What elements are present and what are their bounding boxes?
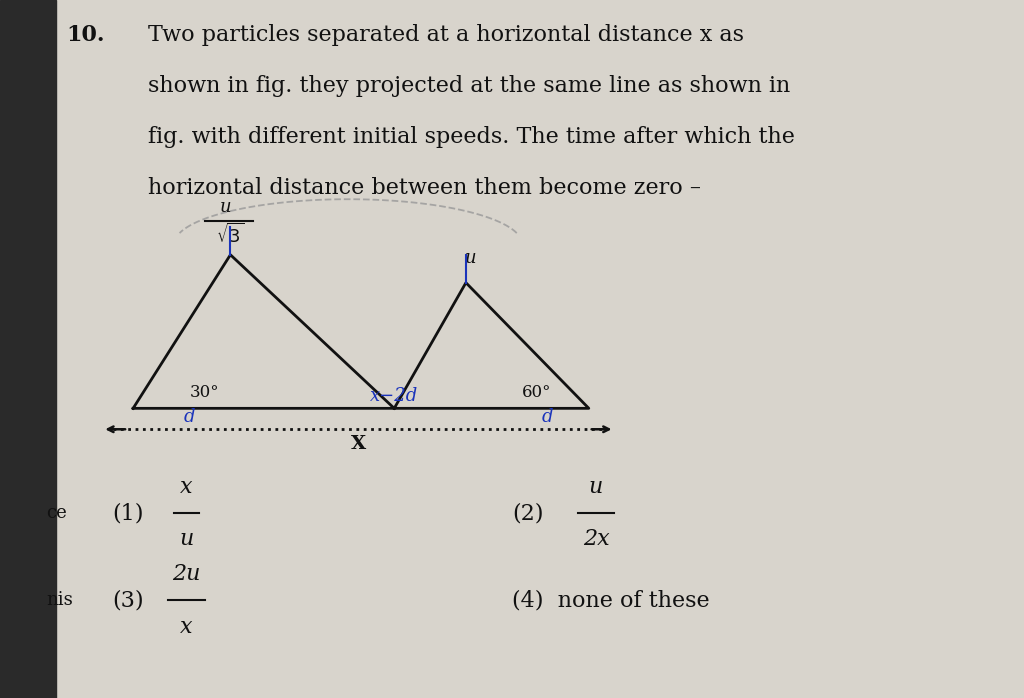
Text: ce: ce: [46, 504, 67, 522]
Text: X: X: [351, 435, 366, 453]
Text: nis: nis: [46, 591, 73, 609]
Text: x−2d: x−2d: [370, 387, 419, 405]
Text: 2u: 2u: [172, 563, 201, 585]
Text: 30°: 30°: [189, 385, 219, 401]
Text: (2): (2): [512, 502, 544, 524]
Text: (3): (3): [113, 589, 144, 611]
Text: (4)  none of these: (4) none of these: [512, 589, 710, 611]
Text: 2x: 2x: [583, 528, 609, 551]
Text: d: d: [183, 408, 196, 426]
Text: (1): (1): [113, 502, 144, 524]
Text: shown in fig. they projected at the same line as shown in: shown in fig. they projected at the same…: [148, 75, 791, 98]
Text: u: u: [219, 198, 231, 216]
Text: d: d: [542, 408, 554, 426]
Text: u: u: [589, 475, 603, 498]
Text: x: x: [180, 616, 193, 638]
Text: x: x: [180, 475, 193, 498]
Text: 60°: 60°: [522, 385, 552, 401]
Text: Two particles separated at a horizontal distance x as: Two particles separated at a horizontal …: [148, 24, 744, 47]
Text: horizontal distance between them become zero –: horizontal distance between them become …: [148, 177, 701, 200]
Bar: [0, 0, 56, 698]
Text: fig. with different initial speeds. The time after which the: fig. with different initial speeds. The …: [148, 126, 796, 149]
Text: $\sqrt{3}$: $\sqrt{3}$: [216, 223, 245, 247]
Text: u: u: [465, 249, 477, 267]
Text: u: u: [179, 528, 194, 551]
Text: 10.: 10.: [67, 24, 105, 47]
